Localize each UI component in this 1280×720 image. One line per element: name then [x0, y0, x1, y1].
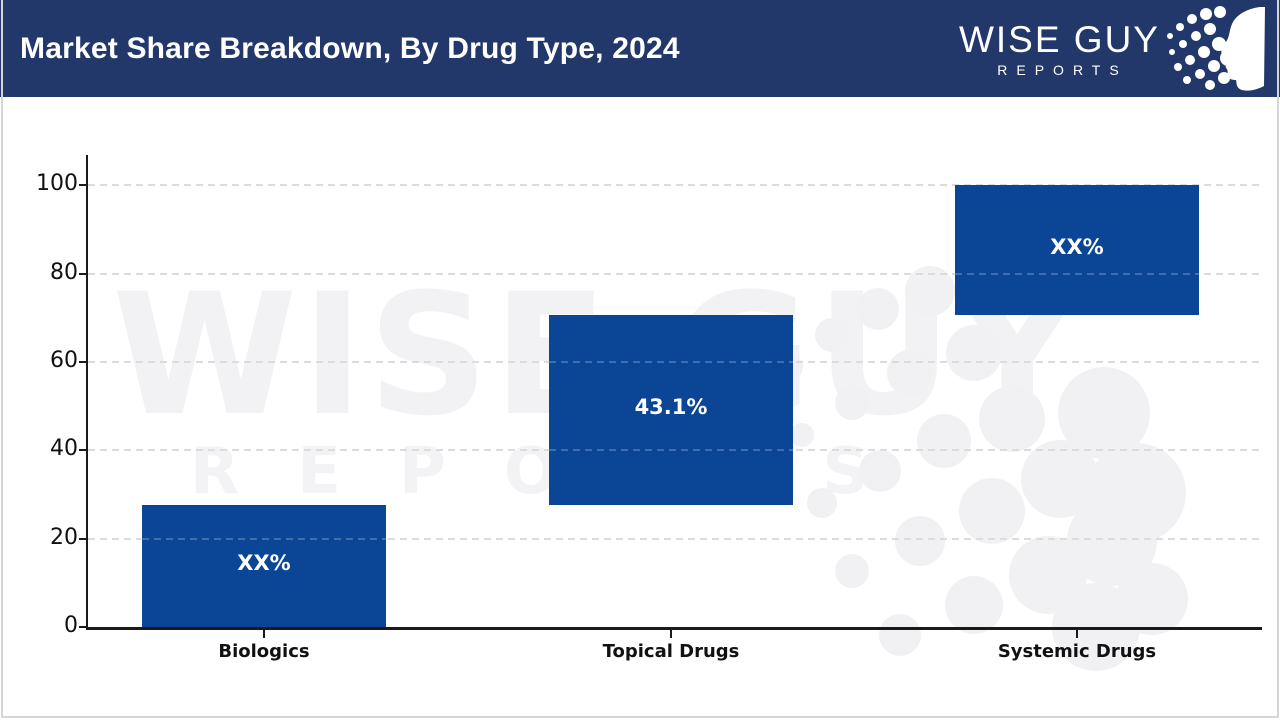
y-tick-mark-0 [79, 626, 88, 628]
page-title: Market Share Breakdown, By Drug Type, 20… [20, 31, 680, 65]
logo-text: WISE GUY REPORTS [958, 18, 1160, 78]
y-tick-label-80: 80 [50, 259, 78, 285]
bar-value-label: 43.1% [634, 394, 708, 419]
x-category-label-systemic-drugs: Systemic Drugs [997, 641, 1157, 662]
y-tick-label-40: 40 [50, 436, 78, 462]
y-tick-mark-60 [79, 360, 88, 363]
wise-guy-reports-logo: WISE GUY REPORTS [959, 6, 1266, 92]
y-tick-mark-80 [79, 272, 88, 275]
logo-face-icon [1167, 6, 1265, 91]
gridline-20 [88, 537, 1262, 540]
bar-value-label: XX% [1050, 235, 1104, 259]
gridline-over-bar [549, 360, 793, 363]
logo-subtitle: REPORTS [997, 61, 1128, 78]
gridline-over-bar [549, 449, 793, 452]
y-tick-label-100: 100 [36, 171, 78, 197]
y-tick-label-60: 60 [50, 347, 78, 373]
bar-topical-drugs: 43.1% [549, 314, 793, 506]
x-tick-mark-biologics [263, 630, 265, 638]
watermark-face-dots [777, 255, 1188, 671]
y-tick-mark-40 [79, 449, 88, 452]
x-tick-mark-topical-drugs [670, 630, 672, 638]
y-tick-mark-100 [79, 184, 88, 187]
chart-canvas: WISE GUY REPORTS 020406080100XX%43.1%XX%… [0, 97, 1280, 720]
gridline-over-bar [142, 537, 386, 540]
y-tick-label-20: 20 [50, 524, 78, 550]
header-bar: Market Share Breakdown, By Drug Type, 20… [0, 0, 1280, 97]
y-tick-mark-20 [79, 537, 88, 540]
x-category-label-biologics: Biologics [218, 641, 310, 662]
x-axis-line [86, 627, 1262, 630]
gridline-80 [88, 272, 1262, 275]
gridline-over-bar [955, 272, 1199, 275]
logo-wordmark: WISE GUY [958, 18, 1160, 60]
y-axis-line [86, 155, 88, 630]
x-tick-mark-systemic-drugs [1076, 630, 1078, 638]
gridline-100 [88, 184, 1262, 187]
bar-systemic-drugs: XX% [955, 185, 1199, 315]
bar-value-label: XX% [237, 551, 291, 576]
y-tick-label-0: 0 [64, 613, 78, 638]
bar-biologics: XX% [142, 505, 386, 627]
x-category-label-topical-drugs: Topical Drugs [602, 641, 740, 662]
